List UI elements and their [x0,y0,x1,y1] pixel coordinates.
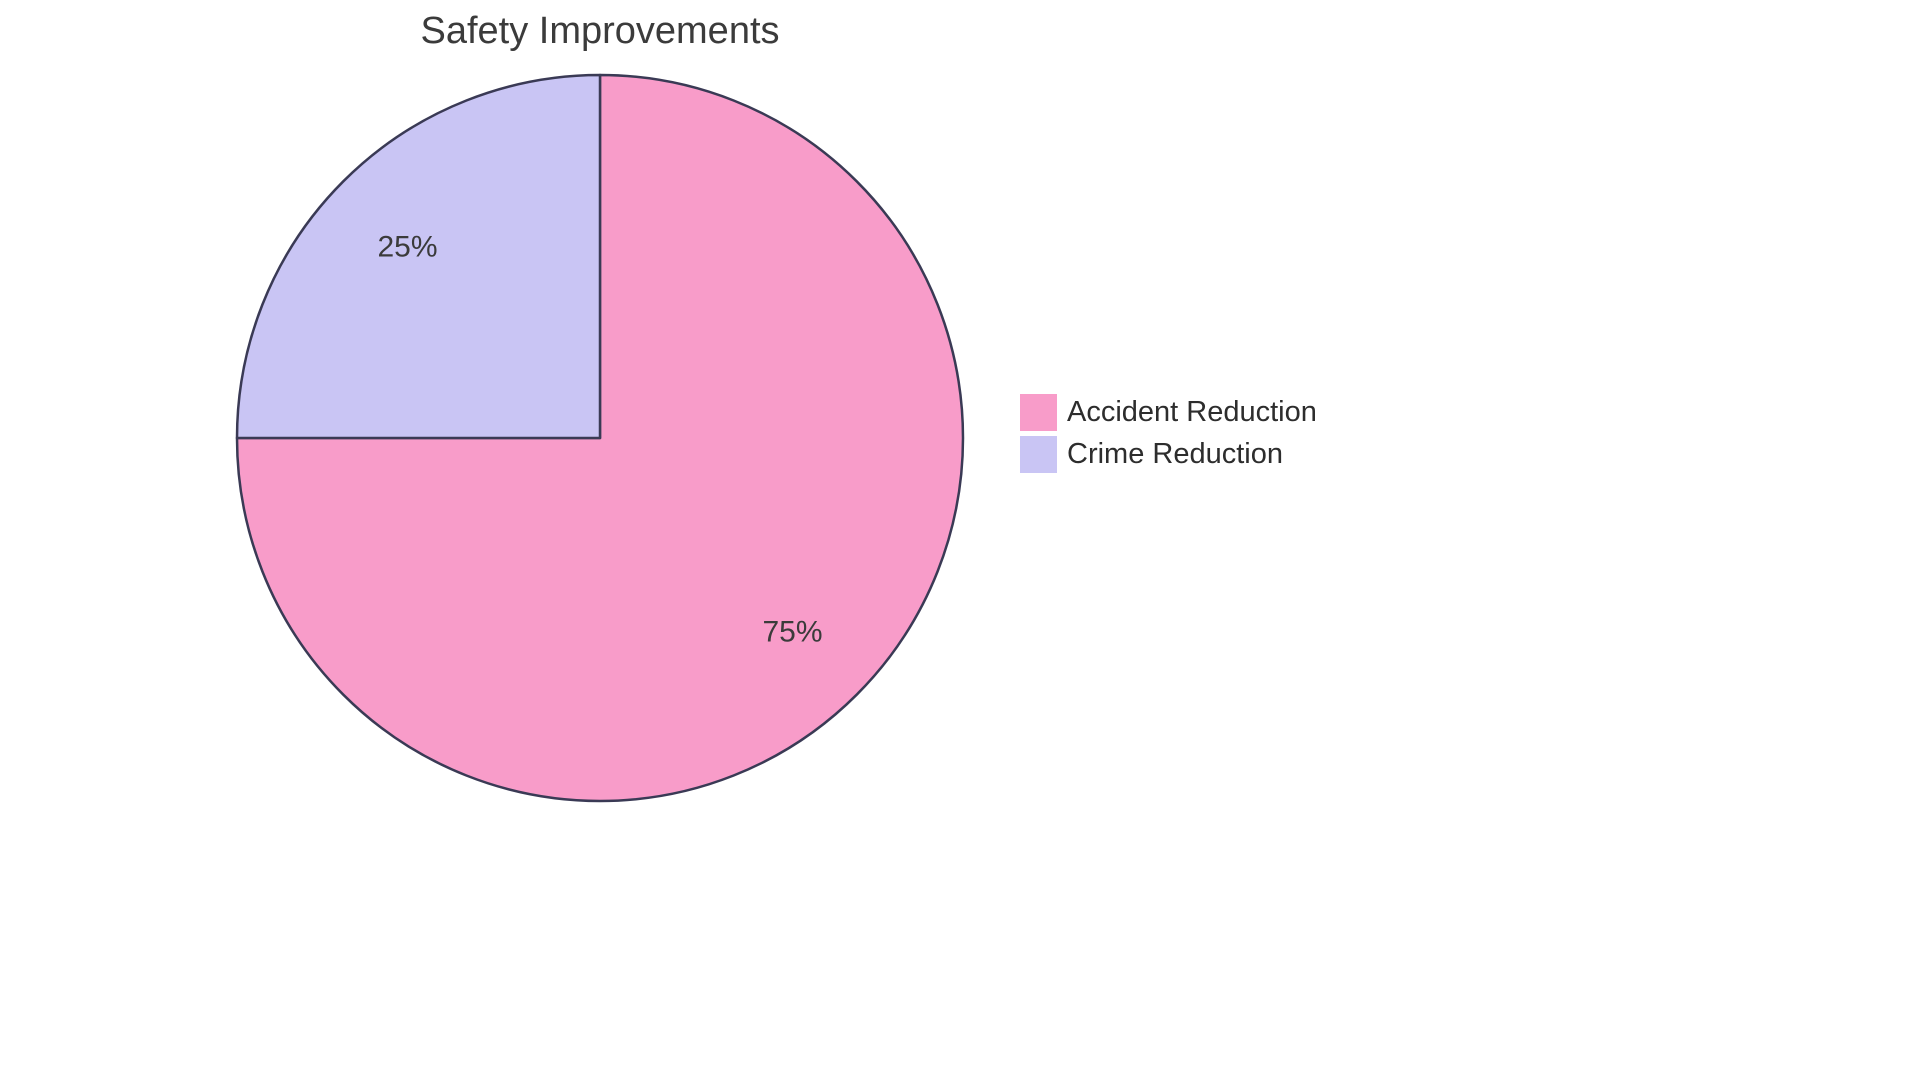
slice-percent-label-accident-reduction: 75% [762,616,822,649]
pie-slice-crime-reduction [235,73,602,440]
legend-swatch-crime-reduction [1020,436,1057,473]
legend-item-accident-reduction: Accident Reduction [1020,394,1317,431]
legend: Accident Reduction Crime Reduction [1020,394,1317,473]
legend-swatch-accident-reduction [1020,394,1057,431]
slice-percent-label-crime-reduction: 25% [377,231,437,264]
legend-item-crime-reduction: Crime Reduction [1020,436,1317,473]
legend-label-crime-reduction: Crime Reduction [1067,438,1283,470]
legend-label-accident-reduction: Accident Reduction [1067,396,1317,428]
chart-title: Safety Improvements [420,10,780,52]
